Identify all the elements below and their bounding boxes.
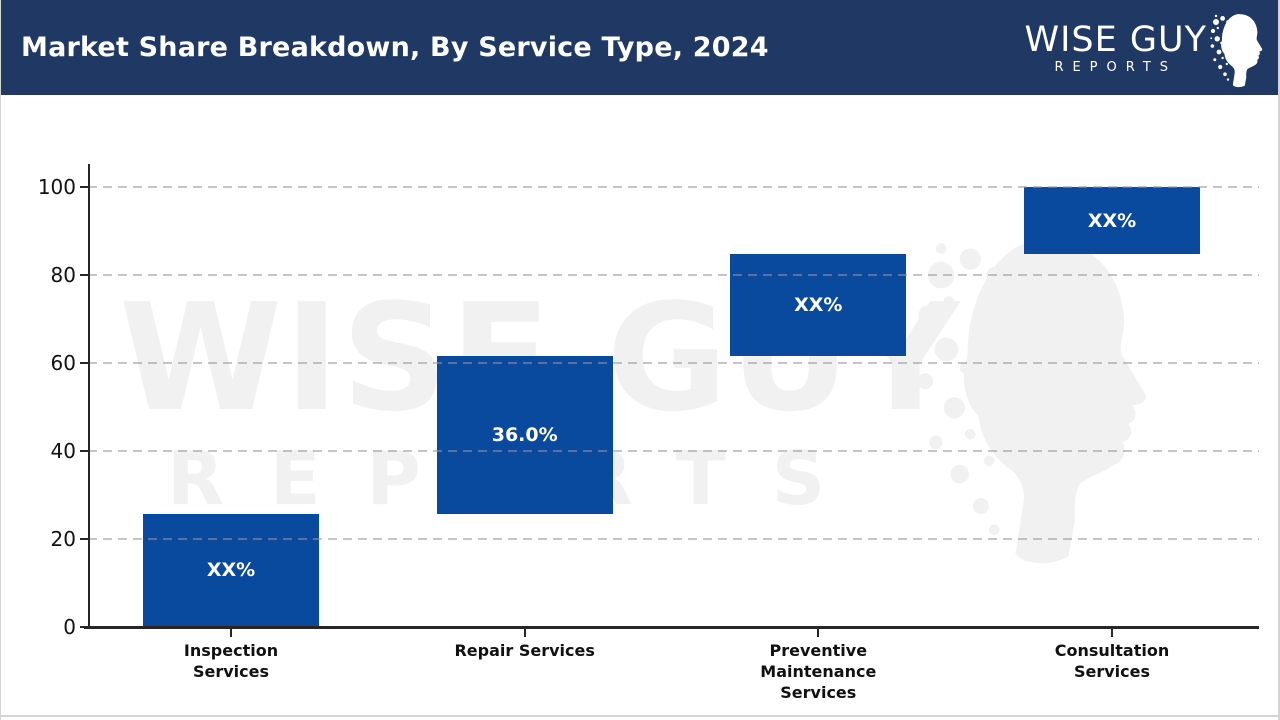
category-label: Consultation Services: [1054, 641, 1170, 681]
category-label: Inspection Services: [183, 641, 279, 681]
y-tick-label-80: 80: [50, 263, 76, 287]
gridline-80: [88, 274, 1259, 276]
gridline-60: [88, 362, 1259, 364]
footer-divider: [1, 715, 1278, 717]
bar-segment: [436, 355, 613, 514]
bar-segment: [1024, 187, 1200, 255]
brand-logo-text: WISE GUY REPORTS: [1024, 22, 1207, 75]
brand-name: WISE GUY: [1024, 20, 1207, 60]
bar-value-label: XX%: [206, 559, 256, 582]
waterfall-chart: [1, 95, 1278, 720]
bar-value-label: XX%: [1087, 209, 1137, 232]
y-tick-label-100: 100: [37, 175, 76, 199]
gridline-20: [88, 538, 1259, 540]
gridline-40: [88, 450, 1259, 452]
y-tick-mark-40: [80, 450, 88, 452]
y-tick-label-40: 40: [50, 439, 76, 463]
y-tick-label-60: 60: [50, 351, 76, 375]
y-axis-line: [88, 164, 90, 628]
y-tick-label-0: 0: [63, 615, 76, 639]
y-tick-mark-100: [80, 186, 88, 188]
x-tick-mark: [817, 629, 820, 637]
gridline-100: [88, 186, 1259, 188]
brand-logo: WISE GUY REPORTS: [1019, 6, 1269, 90]
category-label: Repair Services: [454, 641, 595, 660]
bar-value-label: XX%: [794, 293, 843, 316]
x-tick-mark: [523, 629, 526, 637]
y-tick-label-20: 20: [50, 527, 76, 551]
page-title: Market Share Breakdown, By Service Type,…: [21, 32, 769, 63]
bar-segment: [143, 513, 319, 627]
y-tick-mark-60: [80, 362, 88, 364]
category-label: Preventive Maintenance Services: [760, 641, 877, 702]
x-tick-mark: [1111, 629, 1113, 637]
brand-subname: REPORTS: [1054, 60, 1178, 75]
x-axis-line: [84, 626, 1259, 629]
y-tick-mark-0: [80, 626, 88, 628]
x-tick-mark: [230, 629, 232, 637]
brand-head-icon: [1201, 10, 1273, 88]
bar-segment: [730, 254, 907, 356]
bar-value-label: 36.0%: [491, 423, 558, 446]
y-tick-mark-20: [80, 538, 88, 540]
header-bar: Market Share Breakdown, By Service Type,…: [1, 0, 1278, 95]
y-tick-mark-80: [80, 274, 88, 276]
